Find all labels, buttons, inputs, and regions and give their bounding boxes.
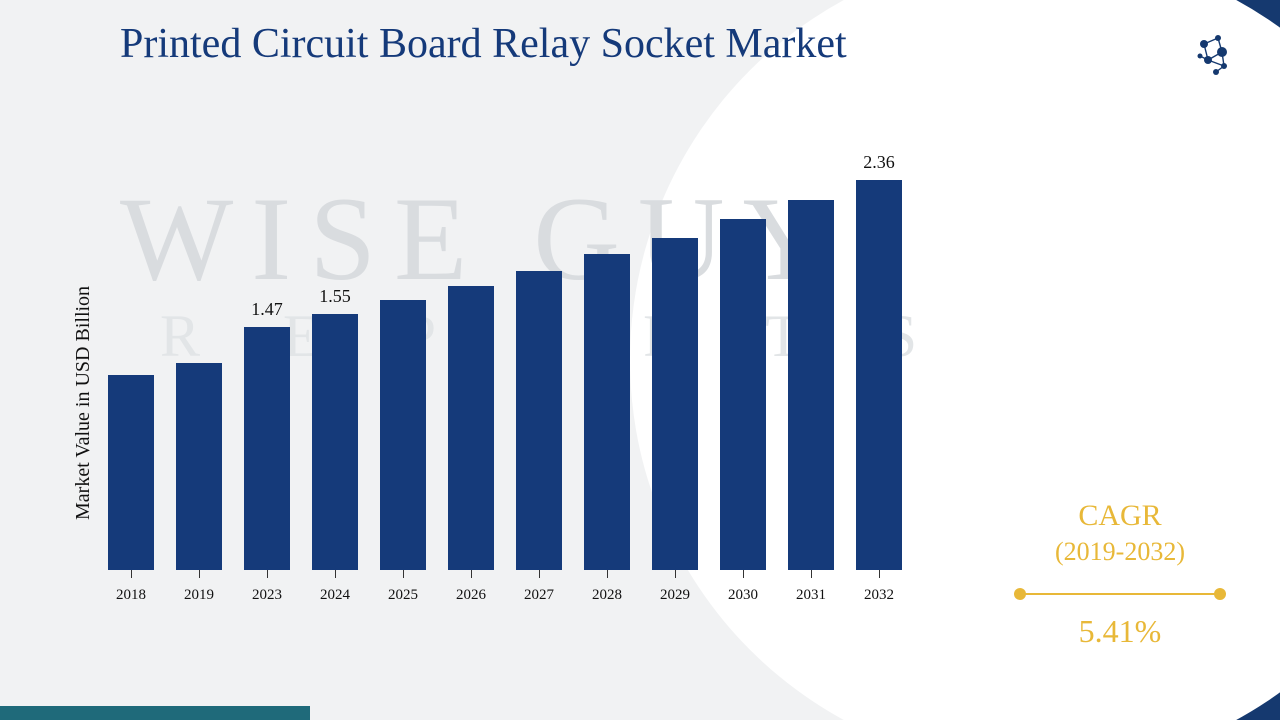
cagr-period: (2019-2032) xyxy=(1000,537,1240,567)
x-category-label: 2026 xyxy=(456,587,486,604)
x-tick xyxy=(471,570,472,578)
x-tick xyxy=(811,570,812,578)
x-tick xyxy=(199,570,200,578)
bar: 2.362032 xyxy=(856,180,902,570)
bar-value-label: 1.47 xyxy=(251,299,283,320)
cagr-value: 5.41% xyxy=(1000,613,1240,650)
x-category-label: 2019 xyxy=(184,587,214,604)
bar-rect xyxy=(108,375,154,570)
logo-line1: WISE GUY xyxy=(911,26,1172,63)
bar: 2029 xyxy=(652,238,698,570)
x-tick xyxy=(743,570,744,578)
brand-logo: WISE GUY R E P O R T S xyxy=(911,26,1244,94)
x-category-label: 2027 xyxy=(524,587,554,604)
x-tick xyxy=(267,570,268,578)
bar: 1.552024 xyxy=(312,314,358,570)
cagr-box: CAGR (2019-2032) 5.41% xyxy=(1000,499,1240,650)
bar-chart: Market Value in USD Billion 2018 2019 1.47… xyxy=(36,140,916,610)
x-tick xyxy=(879,570,880,578)
x-tick xyxy=(607,570,608,578)
bar-value-label: 2.36 xyxy=(863,152,895,173)
chart-title: Printed Circuit Board Relay Socket Marke… xyxy=(120,20,847,68)
head-icon xyxy=(1182,22,1244,94)
x-category-label: 2032 xyxy=(864,587,894,604)
bar: 1.472023 xyxy=(244,327,290,570)
bar: 2031 xyxy=(788,200,834,570)
bar: 2028 xyxy=(584,254,630,570)
bar: 2030 xyxy=(720,219,766,570)
bar: 2026 xyxy=(448,286,494,570)
x-category-label: 2031 xyxy=(796,587,826,604)
footer-accent-bar xyxy=(0,706,310,720)
logo-line2: R E P O R T S xyxy=(911,65,1172,86)
plot-area: 2018 2019 1.472023 1.552024 2025 2026 2027 2028… xyxy=(108,140,916,570)
bar-rect xyxy=(448,286,494,570)
x-tick xyxy=(335,570,336,578)
bar-rect xyxy=(720,219,766,570)
chart-infographic: WISE GUY R E P O R T S Printed Circuit B… xyxy=(0,0,1280,720)
x-category-label: 2029 xyxy=(660,587,690,604)
x-category-label: 2023 xyxy=(252,587,282,604)
bar-rect xyxy=(176,363,222,570)
y-axis-label: Market Value in USD Billion xyxy=(72,286,95,520)
cagr-label: CAGR xyxy=(1000,499,1240,533)
bar: 2018 xyxy=(108,375,154,570)
x-category-label: 2024 xyxy=(320,587,350,604)
cagr-divider xyxy=(1020,593,1220,595)
bar-rect xyxy=(380,300,426,570)
x-category-label: 2018 xyxy=(116,587,146,604)
bar-rect xyxy=(584,254,630,570)
bar-rect xyxy=(312,314,358,570)
x-tick xyxy=(131,570,132,578)
x-category-label: 2025 xyxy=(388,587,418,604)
bar-rect xyxy=(652,238,698,570)
bar: 2019 xyxy=(176,363,222,570)
bar-rect xyxy=(516,271,562,570)
bar-rect xyxy=(856,180,902,570)
x-category-label: 2030 xyxy=(728,587,758,604)
x-tick xyxy=(539,570,540,578)
bar: 2027 xyxy=(516,271,562,570)
x-category-label: 2028 xyxy=(592,587,622,604)
bar-rect xyxy=(788,200,834,570)
x-tick xyxy=(403,570,404,578)
bar-rect xyxy=(244,327,290,570)
bar: 2025 xyxy=(380,300,426,570)
bar-value-label: 1.55 xyxy=(319,286,351,307)
x-tick xyxy=(675,570,676,578)
